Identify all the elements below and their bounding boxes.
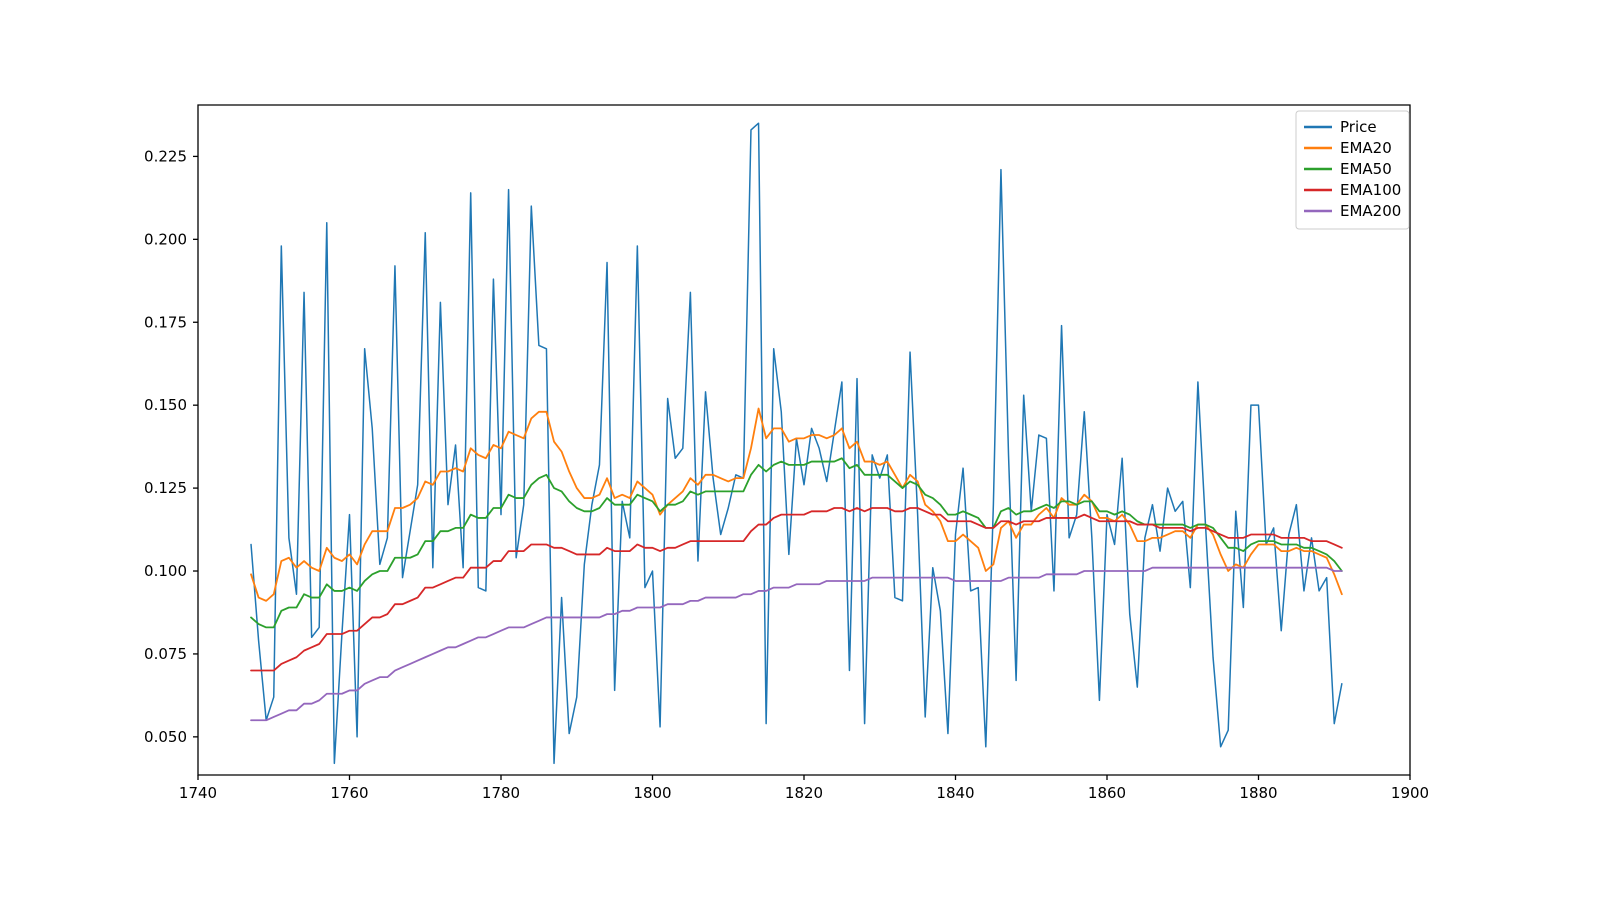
data-series-group (250, 122, 1343, 765)
series-line-ema200 (250, 566, 1343, 722)
x-tick-label: 1780 (482, 784, 520, 802)
y-tick-label: 0.175 (144, 313, 187, 331)
legend-box (1295, 110, 1410, 230)
legend-label-ema200: EMA200 (1340, 202, 1401, 220)
x-tick-label: 1820 (785, 784, 823, 802)
y-tick-label: 0.125 (144, 479, 187, 497)
legend-label-ema20: EMA20 (1340, 139, 1392, 157)
series-line-ema50 (250, 457, 1343, 629)
series-line-ema100 (250, 507, 1343, 672)
chart-legend[interactable]: Price EMA20 EMA50 EMA100 EMA200 (1295, 110, 1410, 230)
x-tick-label: 1860 (1088, 784, 1126, 802)
y-axis-ticks: 0.050 0.075 0.100 0.125 0.150 0.175 0.200 0.225 (144, 147, 198, 746)
series-line-price (250, 122, 1343, 765)
y-tick-label: 0.075 (144, 645, 187, 663)
legend-label-ema100: EMA100 (1340, 181, 1401, 199)
y-tick-label: 0.100 (144, 562, 187, 580)
x-tick-label: 1880 (1239, 784, 1277, 802)
x-tick-label: 1760 (330, 784, 368, 802)
x-tick-label: 1800 (633, 784, 671, 802)
y-tick-label: 0.200 (144, 230, 187, 248)
y-tick-label: 0.150 (144, 396, 187, 414)
x-tick-label: 1900 (1391, 784, 1429, 802)
axes-spines (197, 104, 1411, 776)
y-tick-label: 0.225 (144, 147, 187, 165)
y-tick-label: 0.050 (144, 728, 187, 746)
legend-label-ema50: EMA50 (1340, 160, 1392, 178)
x-tick-label: 1840 (936, 784, 974, 802)
series-line-ema20 (250, 407, 1343, 602)
x-tick-label: 1740 (179, 784, 217, 802)
legend-label-price: Price (1340, 118, 1377, 136)
x-axis-ticks: 1740 1760 1780 1800 1820 1840 1860 1880 1900 (179, 775, 1429, 802)
